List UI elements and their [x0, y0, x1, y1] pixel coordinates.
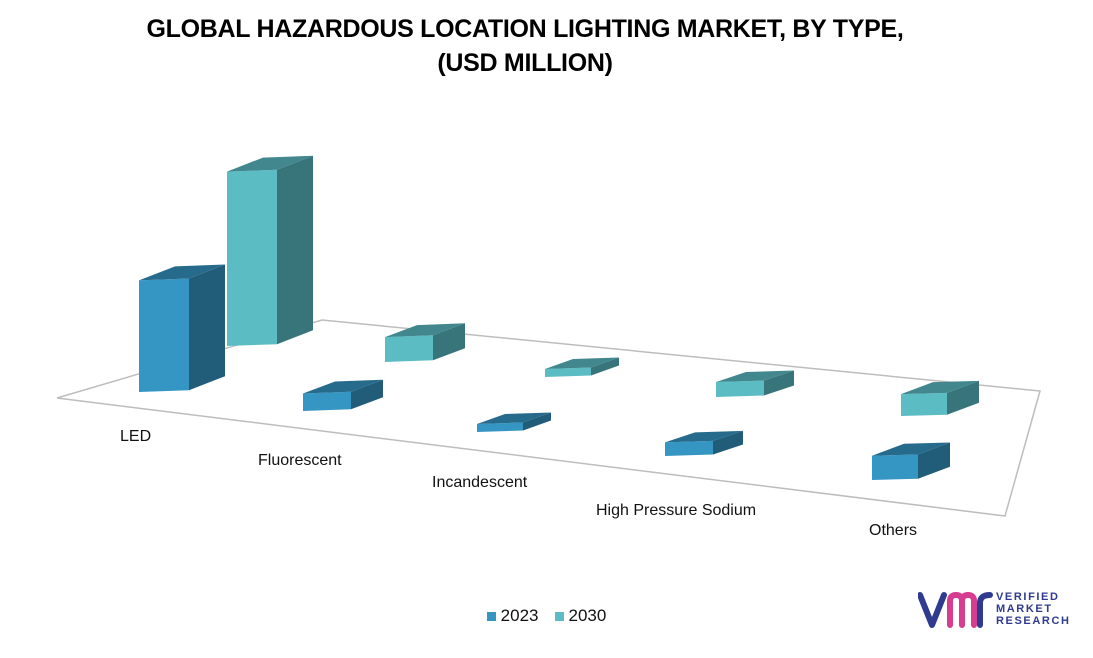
- chart-title-line-2: (USD MILLION): [437, 49, 613, 77]
- legend-item-2023: 2023: [486, 606, 539, 626]
- chart-floor: [56, 319, 1041, 517]
- bar-2023-incandescent: [477, 412, 551, 432]
- logo-line-1: VERIFIED: [996, 591, 1060, 603]
- category-label-high-pressure-sodium: High Pressure Sodium: [596, 502, 756, 519]
- logo-wordmark: VERIFIED MARKET RESEARCH: [996, 591, 1071, 627]
- verified-market-research-logo: VERIFIED MARKET RESEARCH: [917, 585, 1071, 635]
- chart-legend: 2023 2030: [0, 606, 1093, 626]
- category-label-others: Others: [869, 522, 917, 539]
- legend-label-2023: 2023: [500, 606, 539, 625]
- bar-2030-incandescent: [545, 357, 619, 377]
- bar-2023-high-pressure-sodium: [665, 430, 743, 456]
- bar-2030-high-pressure-sodium: [716, 370, 794, 397]
- chart-title-line-1: GLOBAL HAZARDOUS LOCATION LIGHTING MARKE…: [146, 15, 904, 43]
- category-label-incandescent: Incandescent: [432, 474, 528, 491]
- bar-2023-led: [139, 264, 225, 392]
- legend-label-2030: 2030: [568, 606, 607, 625]
- logo-line-3: RESEARCH: [996, 615, 1071, 627]
- legend-item-2030: 2030: [554, 606, 607, 626]
- bar-2023-others: [872, 442, 950, 480]
- legend-swatch-2023: [486, 611, 496, 621]
- bar-2030-led: [227, 155, 313, 346]
- category-label-fluorescent: Fluorescent: [258, 452, 342, 469]
- legend-swatch-2030: [554, 611, 564, 621]
- bar-2030-others: [901, 380, 979, 416]
- vmr-logo-mark-icon: [917, 592, 993, 628]
- chart-title: GLOBAL HAZARDOUS LOCATION LIGHTING MARKE…: [0, 12, 1050, 80]
- bar-2023-fluorescent: [303, 379, 383, 411]
- category-label-led: LED: [120, 428, 151, 445]
- bar-2030-fluorescent: [385, 323, 465, 362]
- logo-line-2: MARKET: [996, 603, 1053, 615]
